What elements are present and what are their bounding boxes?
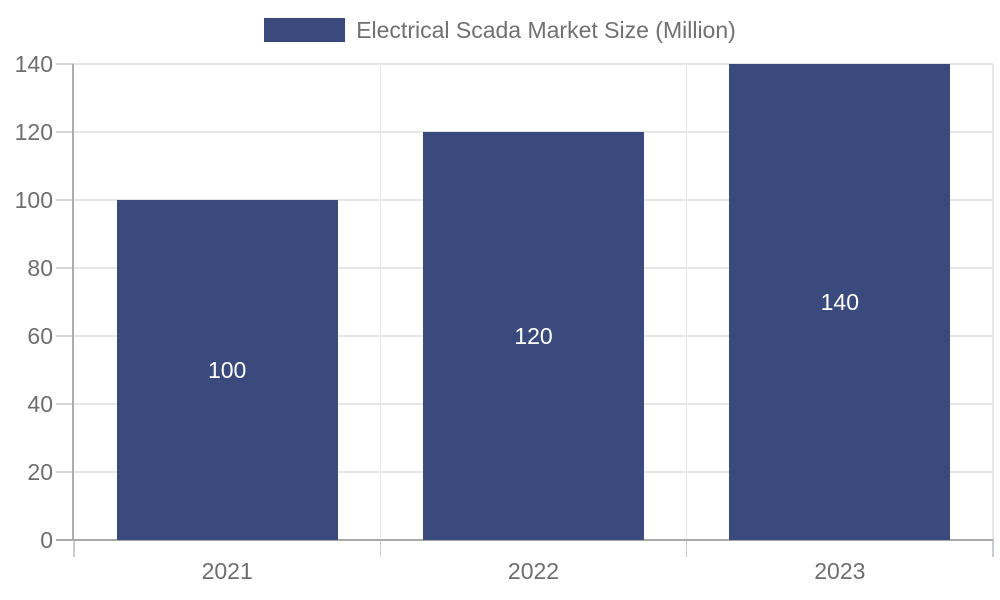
y-tick-label: 120 <box>14 119 53 145</box>
y-axis-tick <box>56 63 74 65</box>
y-tick-label: 80 <box>27 255 53 281</box>
legend-item[interactable]: Electrical Scada Market Size (Million) <box>0 17 1000 43</box>
x-tick-label: 2022 <box>507 558 560 584</box>
y-axis-tick <box>56 471 74 473</box>
gridline-horizontal <box>74 63 993 65</box>
x-tick-label: 2023 <box>814 558 866 584</box>
x-tick-label: 2021 <box>201 558 253 584</box>
y-axis-tick <box>56 199 74 201</box>
y-tick-label: 0 <box>40 527 53 553</box>
y-axis-line <box>72 64 74 540</box>
y-tick-label: 60 <box>27 323 53 349</box>
y-axis-tick <box>56 131 74 133</box>
gridline-vertical <box>685 64 688 540</box>
x-axis-line <box>56 539 993 541</box>
y-tick-label: 100 <box>14 187 53 213</box>
y-axis-tick <box>56 335 74 337</box>
legend-label: Electrical Scada Market Size (Million) <box>356 17 736 43</box>
y-tick-label: 40 <box>27 391 53 417</box>
x-axis-tick <box>992 540 994 557</box>
bar-2023[interactable] <box>729 64 951 540</box>
y-tick-label: 20 <box>27 459 53 485</box>
y-axis-tick <box>56 267 74 269</box>
x-axis-tick <box>685 540 688 557</box>
gridline-vertical <box>379 64 382 540</box>
y-tick-label: 140 <box>14 51 53 77</box>
bar-2021[interactable] <box>116 200 338 540</box>
gridline-vertical <box>992 64 994 540</box>
legend-swatch-icon <box>264 18 346 42</box>
x-axis-tick <box>379 540 382 557</box>
bar-2022[interactable] <box>423 132 644 540</box>
y-axis-tick <box>56 403 74 405</box>
x-axis-tick <box>73 540 75 557</box>
